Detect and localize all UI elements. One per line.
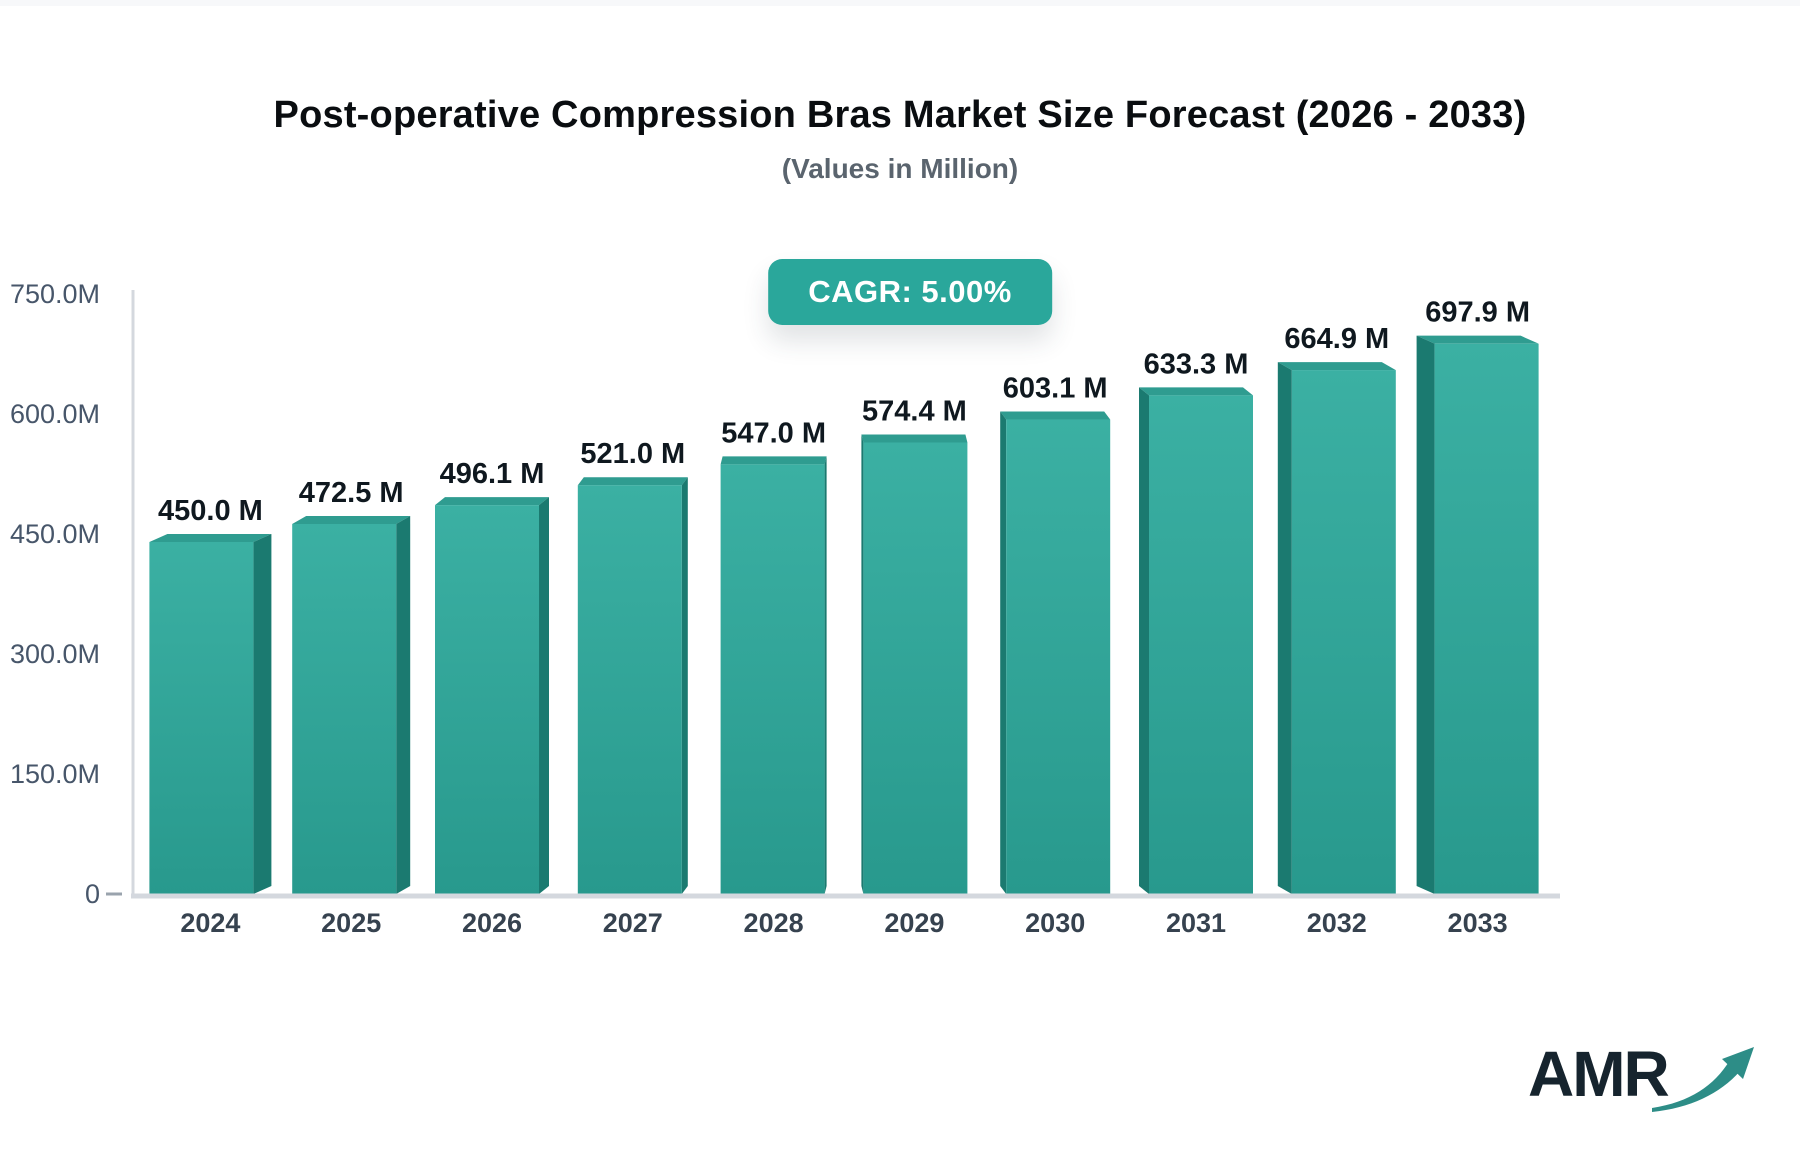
amr-logo: AMR [1528, 1042, 1762, 1118]
bar-group-2025: 472.5 M 2025 [292, 477, 411, 938]
x-axis-label-2029: 2029 [884, 908, 944, 938]
bar-value-label-2032: 664.9 M [1284, 323, 1389, 355]
bar-top-face [435, 497, 549, 506]
x-axis-label-2026: 2026 [462, 908, 522, 938]
bar-value-label-2027: 521.0 M [580, 438, 685, 470]
bar-side-face [1277, 362, 1292, 894]
x-axis-label-2033: 2033 [1448, 908, 1508, 938]
bar-side-face [1000, 411, 1007, 894]
bar-front-face [1291, 370, 1396, 894]
growth-arrow-icon [1651, 1047, 1754, 1112]
bar-value-label-2030: 603.1 M [1003, 373, 1108, 405]
amr-logo-text: AMR [1528, 1038, 1670, 1110]
bar-front-face [1149, 395, 1253, 894]
bar-front-face [1006, 419, 1111, 894]
y-tick-label-150.0M: 150.0M [10, 759, 100, 789]
bar-front-face [292, 524, 397, 894]
bar-top-face [1277, 362, 1396, 371]
bar-value-label-2031: 633.3 M [1144, 348, 1249, 380]
y-tick-label-600.0M: 600.0M [10, 399, 100, 429]
x-axis-label-2027: 2027 [603, 908, 663, 938]
bar-top-face [1000, 411, 1111, 420]
x-axis-label-2032: 2032 [1307, 908, 1367, 938]
bar-value-label-2025: 472.5 M [299, 477, 404, 509]
bar-side-face [861, 434, 864, 894]
bar-chart-canvas: 750.0M 600.0M 450.0M 300.0M 150.0M 0 450.0 M 20… [10, 279, 1560, 938]
y-tick-label-750.0M: 750.0M [10, 279, 100, 309]
bar-top-face [149, 534, 272, 542]
bar-group-2026: 496.1 M 2026 [435, 458, 549, 938]
bar-side-face [253, 534, 272, 894]
cagr-badge: CAGR: 5.00% [768, 259, 1052, 325]
page-subtitle: (Values in Million) [781, 153, 1019, 184]
bar-top-face [1139, 387, 1253, 396]
chart-header: Post-operative Compression Bras Market S… [0, 6, 1800, 185]
bar-side-face [681, 477, 688, 894]
bar-group-2032: 664.9 M 2032 [1277, 323, 1396, 938]
bar-side-face [396, 516, 411, 894]
bar-front-face [863, 442, 968, 894]
bar-side-face [539, 497, 549, 894]
x-axis-label-2028: 2028 [744, 908, 804, 938]
x-axis-label-2031: 2031 [1166, 908, 1226, 938]
y-tick-label-450.0M: 450.0M [10, 519, 100, 549]
bar-side-face [1139, 387, 1149, 894]
cagr-badge-label: CAGR: 5.00% [808, 274, 1012, 309]
x-axis-label-2025: 2025 [321, 908, 381, 938]
bar-group-2033: 697.9 M 2033 [1416, 297, 1539, 938]
bar-group-2027: 521.0 M 2027 [577, 438, 688, 938]
bar-value-label-2024: 450.0 M [158, 495, 263, 527]
x-axis-label-2024: 2024 [180, 908, 240, 938]
bar-value-label-2029: 574.4 M [862, 395, 967, 427]
bar-side-face [1416, 335, 1435, 894]
bar-side-face [824, 456, 827, 894]
bar-value-label-2033: 697.9 M [1425, 297, 1530, 329]
bar-top-face [1416, 335, 1539, 344]
bar-top-face [577, 477, 688, 486]
bar-value-label-2026: 496.1 M [440, 458, 545, 490]
y-tick-label-0: 0 [85, 879, 100, 909]
bar-group-2031: 633.3 M 2031 [1139, 348, 1253, 938]
y-tick-label-300.0M: 300.0M [10, 639, 100, 669]
bar-value-label-2028: 547.0 M [721, 417, 826, 449]
bar-front-face [149, 542, 254, 894]
bar-group-2028: 547.0 M 2028 [720, 417, 827, 938]
bar-top-face [861, 434, 968, 443]
bar-front-face [577, 485, 682, 894]
bar-top-face [720, 456, 827, 465]
bar-group-2024: 450.0 M 2024 [149, 495, 272, 938]
bar-group-2029: 574.4 M 2029 [861, 395, 968, 938]
bar-top-face [292, 516, 411, 524]
bar-group-2030: 603.1 M 2030 [1000, 373, 1111, 938]
bar-front-face [1434, 343, 1539, 894]
x-axis-label-2030: 2030 [1025, 908, 1085, 938]
bar-front-face [720, 464, 825, 894]
page-title: Post-operative Compression Bras Market S… [273, 94, 1527, 136]
bar-front-face [435, 505, 539, 894]
